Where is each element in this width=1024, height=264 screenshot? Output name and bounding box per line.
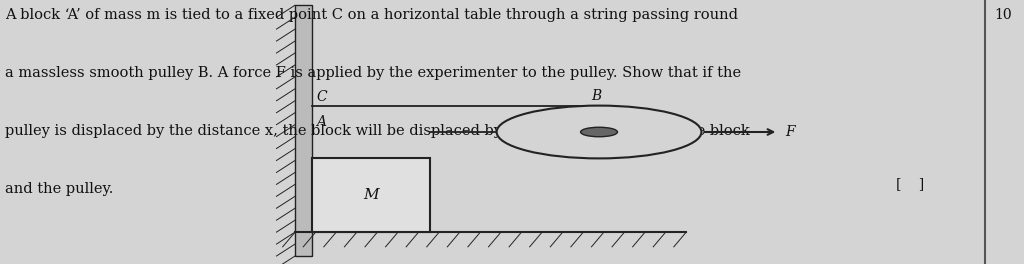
Text: C: C	[316, 90, 327, 104]
Text: F: F	[785, 125, 795, 139]
Text: A block ‘A’ of mass m is tied to a fixed point C on a horizontal table through a: A block ‘A’ of mass m is tied to a fixed…	[5, 8, 738, 22]
Text: [    ]: [ ]	[896, 177, 925, 191]
Circle shape	[497, 106, 701, 158]
Circle shape	[581, 127, 617, 137]
Text: M: M	[364, 188, 379, 202]
Text: pulley is displaced by the distance x, the block will be displaced by 2x. The ac: pulley is displaced by the distance x, t…	[5, 124, 750, 138]
Text: B: B	[591, 89, 601, 103]
Text: a massless smooth pulley B. A force F is applied by the experimenter to the pull: a massless smooth pulley B. A force F is…	[5, 66, 741, 80]
Text: and the pulley.: and the pulley.	[5, 182, 114, 196]
Bar	[312, 158, 430, 232]
Text: 10: 10	[994, 8, 1012, 22]
Bar	[295, 5, 312, 256]
Text: A: A	[316, 115, 327, 129]
